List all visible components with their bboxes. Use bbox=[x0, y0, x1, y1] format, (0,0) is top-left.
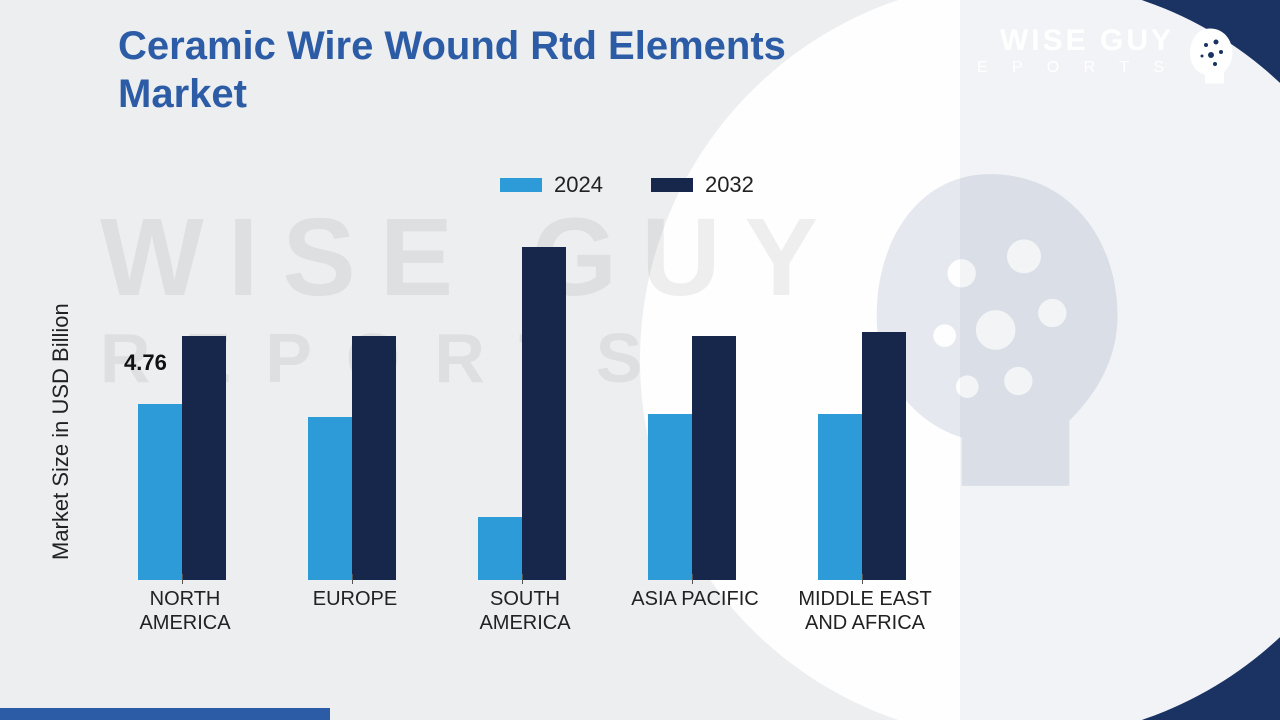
bar-2024 bbox=[478, 517, 522, 580]
bar-2024 bbox=[138, 404, 182, 580]
bar-2024 bbox=[648, 414, 692, 581]
bar-2032 bbox=[692, 336, 736, 580]
x-tick bbox=[522, 574, 523, 584]
bar-chart: 4.76NORTH AMERICAEUROPESOUTH AMERICAASIA… bbox=[120, 210, 940, 580]
category-label: NORTH AMERICA bbox=[105, 588, 265, 635]
legend: 2024 2032 bbox=[500, 172, 754, 198]
x-tick bbox=[862, 574, 863, 584]
bar-2024 bbox=[818, 414, 862, 581]
legend-item-2024: 2024 bbox=[500, 172, 603, 198]
legend-swatch-2024 bbox=[500, 178, 542, 192]
logo-line2: R E P O R T S bbox=[941, 60, 1174, 76]
bar-value-label: 4.76 bbox=[124, 350, 167, 376]
x-tick bbox=[692, 574, 693, 584]
brand-logo: WISE GUY R E P O R T S bbox=[941, 26, 1240, 86]
chart-card: WISE GUY REPORTS WISE GUY R E P O R T S … bbox=[0, 0, 1280, 720]
category-label: MIDDLE EAST AND AFRICA bbox=[785, 588, 945, 635]
bar-2024 bbox=[308, 417, 352, 580]
logo-head-icon bbox=[1180, 26, 1240, 86]
y-axis-label: Market Size in USD Billion bbox=[48, 303, 74, 560]
category-label: ASIA PACIFIC bbox=[615, 588, 775, 612]
accent-strip bbox=[0, 708, 330, 720]
category-label: EUROPE bbox=[275, 588, 435, 612]
chart-title: Ceramic Wire Wound Rtd Elements Market bbox=[118, 22, 848, 118]
legend-swatch-2032 bbox=[651, 178, 693, 192]
legend-label-2024: 2024 bbox=[554, 172, 603, 198]
bar-2032 bbox=[352, 336, 396, 580]
bar-2032 bbox=[182, 336, 226, 580]
bar-2032 bbox=[522, 247, 566, 580]
x-tick bbox=[352, 574, 353, 584]
bar-2032 bbox=[862, 332, 906, 580]
legend-item-2032: 2032 bbox=[651, 172, 754, 198]
legend-label-2032: 2032 bbox=[705, 172, 754, 198]
logo-line1: WISE GUY bbox=[941, 26, 1174, 56]
x-tick bbox=[182, 574, 183, 584]
category-label: SOUTH AMERICA bbox=[445, 588, 605, 635]
